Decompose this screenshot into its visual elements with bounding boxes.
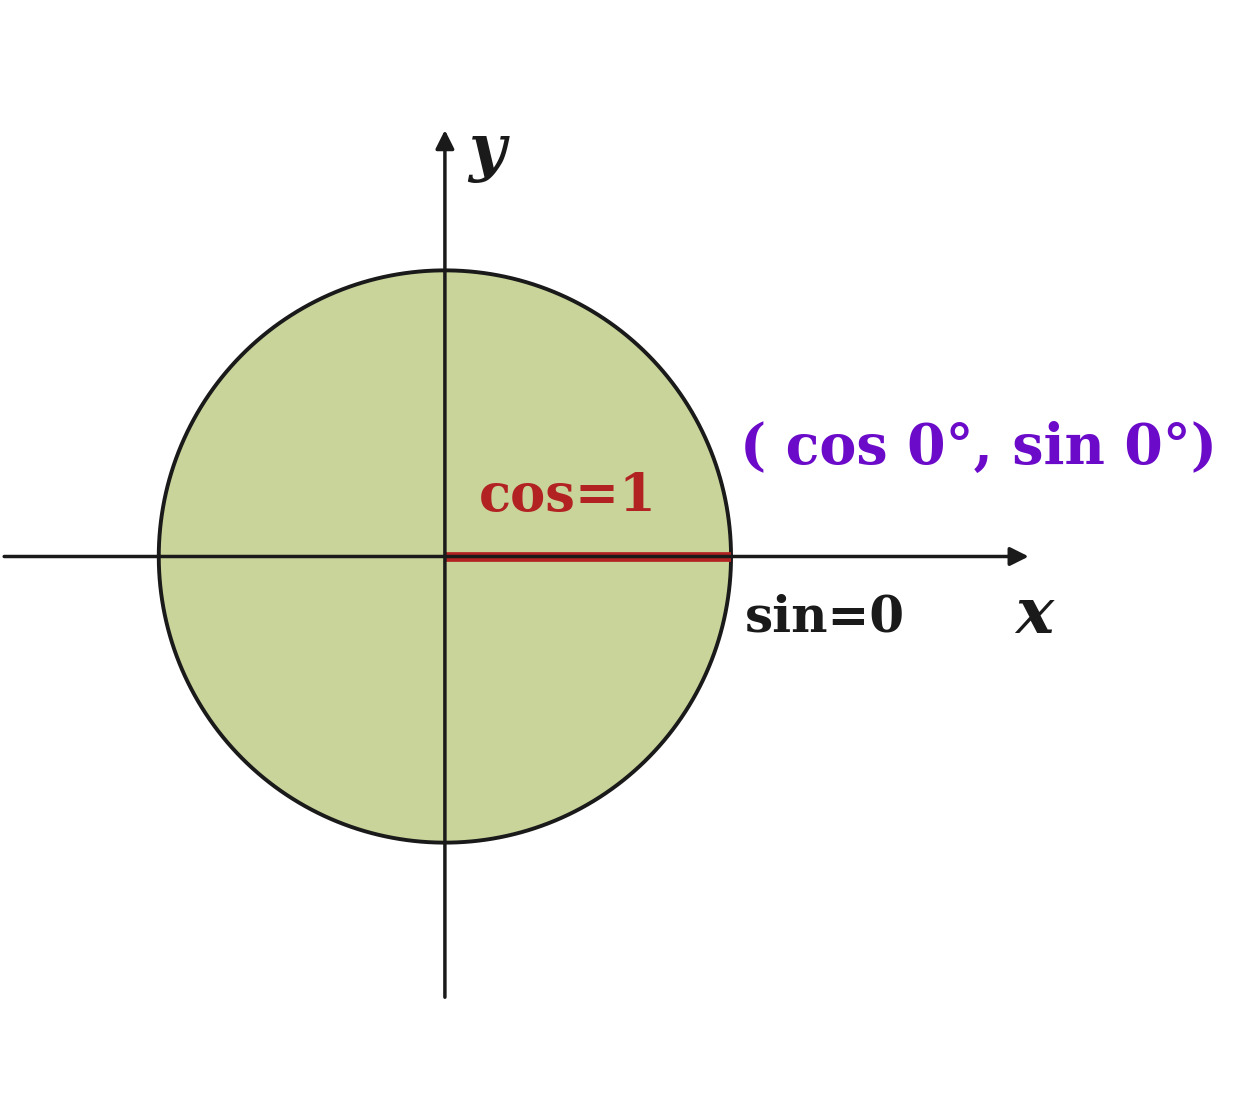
Text: y: y <box>468 121 505 183</box>
Text: sin=0: sin=0 <box>745 593 905 642</box>
Polygon shape <box>159 270 732 843</box>
Text: ( cos 0°, sin 0°): ( cos 0°, sin 0°) <box>740 422 1217 476</box>
Text: x: x <box>1015 585 1053 647</box>
Text: cos=1: cos=1 <box>479 471 657 522</box>
